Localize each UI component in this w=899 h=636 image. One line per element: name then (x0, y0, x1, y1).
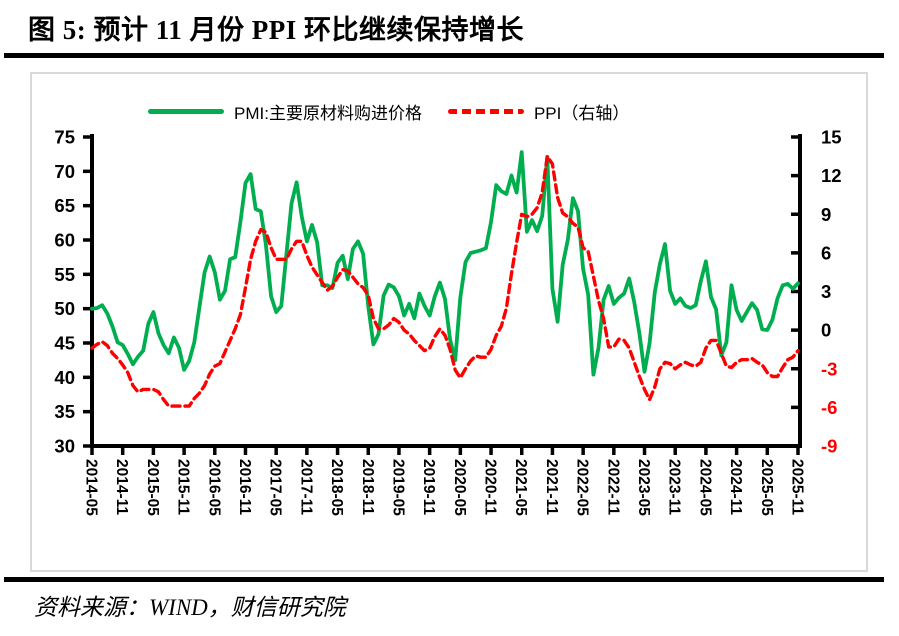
y-axis-tick-label: 50 (54, 298, 75, 319)
x-axis-tick-label: 2019-05 (389, 459, 406, 516)
right-axis-tick-label: 3 (821, 281, 831, 302)
source-note: 资料来源：WIND，财信研究院 (34, 595, 346, 620)
x-axis-tick-label: 2020-05 (451, 459, 468, 516)
right-axis-tick-label: 15 (821, 127, 842, 148)
legend-item-pmi: PMI:主要原材料购进价格 (148, 99, 422, 124)
y-axis-tick-label: 60 (54, 230, 75, 251)
x-axis-tick-label: 2018-05 (328, 459, 345, 516)
right-axis-tick-label: 9 (821, 204, 831, 225)
y-axis-tick-label: 55 (54, 264, 75, 285)
x-axis-tick-label: 2014-11 (113, 459, 130, 515)
x-axis-tick-label: 2018-11 (359, 459, 376, 515)
y-axis-tick-label: 65 (54, 195, 75, 216)
legend-item-ppi: PPI（右轴） (447, 99, 630, 124)
legend-label-pmi: PMI:主要原材料购进价格 (234, 104, 422, 123)
ppi-series-line (90, 154, 800, 408)
y-axis-tick-label: 35 (54, 401, 75, 422)
x-axis-tick-label: 2021-11 (543, 459, 560, 515)
x-axis-tick-label: 2024-11 (727, 459, 744, 515)
x-axis-tick-label: 2025-05 (758, 459, 775, 516)
legend-label-ppi: PPI（右轴） (533, 104, 630, 123)
right-axis-tick-label: -3 (821, 358, 837, 379)
x-axis-tick-label: 2017-11 (297, 459, 314, 515)
right-axis-tick-label: 0 (821, 320, 831, 341)
y-axis-tick-label: 70 (54, 161, 75, 182)
source-divider (4, 577, 884, 582)
x-axis-tick-label: 2023-11 (666, 459, 683, 515)
title-divider (4, 53, 884, 58)
x-axis-tick-label: 2016-11 (236, 459, 253, 515)
y-axis-tick-label: 75 (54, 127, 75, 148)
right-axis-tick-label: -9 (821, 436, 837, 457)
x-axis-tick-label: 2022-05 (574, 459, 591, 516)
figure-title: 图 5: 预计 11 月份 PPI 环比继续保持增长 (28, 15, 524, 45)
x-axis-tick-label: 2017-05 (267, 459, 284, 516)
ppi-line-swatch (447, 109, 524, 114)
y-axis-tick-label: 45 (54, 333, 75, 354)
x-axis-tick-label: 2014-05 (83, 459, 100, 516)
x-axis-tick-label: 2020-11 (482, 459, 499, 515)
x-axis-tick-label: 2015-11 (175, 459, 192, 515)
x-axis-tick-label: 2024-05 (696, 459, 713, 516)
x-axis-tick-label: 2019-11 (420, 459, 437, 515)
x-axis-tick-label: 2025-11 (789, 459, 806, 515)
pmi-line-swatch (148, 109, 224, 114)
x-axis-tick-label: 2015-05 (144, 459, 161, 516)
right-axis-tick-label: 12 (821, 165, 842, 186)
chart-legend: PMI:主要原材料购进价格 PPI（右轴） (148, 99, 629, 124)
right-axis-tick-label: 6 (821, 242, 831, 263)
y-axis-tick-label: 30 (54, 436, 75, 457)
pmi-series-line (90, 150, 800, 377)
x-axis-tick-label: 2023-05 (635, 459, 652, 516)
right-axis-tick-label: -6 (821, 397, 837, 418)
x-axis-tick-label: 2021-05 (512, 459, 529, 516)
x-axis-tick-label: 2022-11 (604, 459, 621, 515)
x-axis-tick-label: 2016-05 (205, 459, 222, 516)
y-axis-tick-label: 40 (54, 367, 75, 388)
